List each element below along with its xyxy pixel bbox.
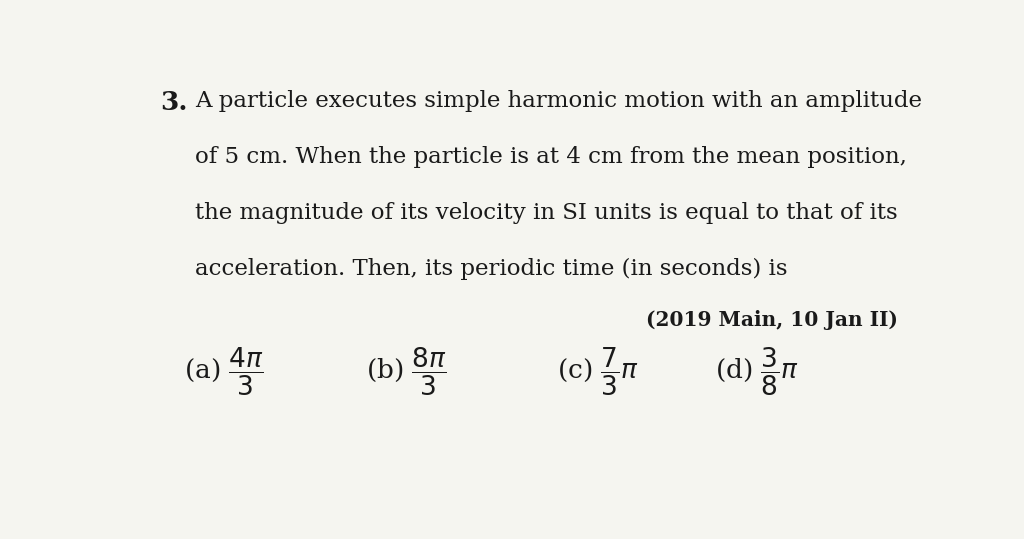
Text: acceleration. Then, its periodic time (in seconds) is: acceleration. Then, its periodic time (i… (196, 258, 787, 280)
Text: (b) $\dfrac{8\pi}{3}$: (b) $\dfrac{8\pi}{3}$ (367, 345, 446, 398)
Text: 3.: 3. (160, 89, 187, 115)
Text: A particle executes simple harmonic motion with an amplitude: A particle executes simple harmonic moti… (196, 89, 923, 112)
Text: (c) $\dfrac{7}{3}\pi$: (c) $\dfrac{7}{3}\pi$ (557, 345, 639, 398)
Text: (2019 Main, 10 Jan II): (2019 Main, 10 Jan II) (646, 309, 898, 329)
Text: of 5 cm. When the particle is at 4 cm from the mean position,: of 5 cm. When the particle is at 4 cm fr… (196, 146, 907, 168)
Text: the magnitude of its velocity in SI units is equal to that of its: the magnitude of its velocity in SI unit… (196, 202, 898, 224)
Text: (d) $\dfrac{3}{8}\pi$: (d) $\dfrac{3}{8}\pi$ (715, 345, 800, 398)
Text: (a) $\dfrac{4\pi}{3}$: (a) $\dfrac{4\pi}{3}$ (183, 345, 263, 398)
